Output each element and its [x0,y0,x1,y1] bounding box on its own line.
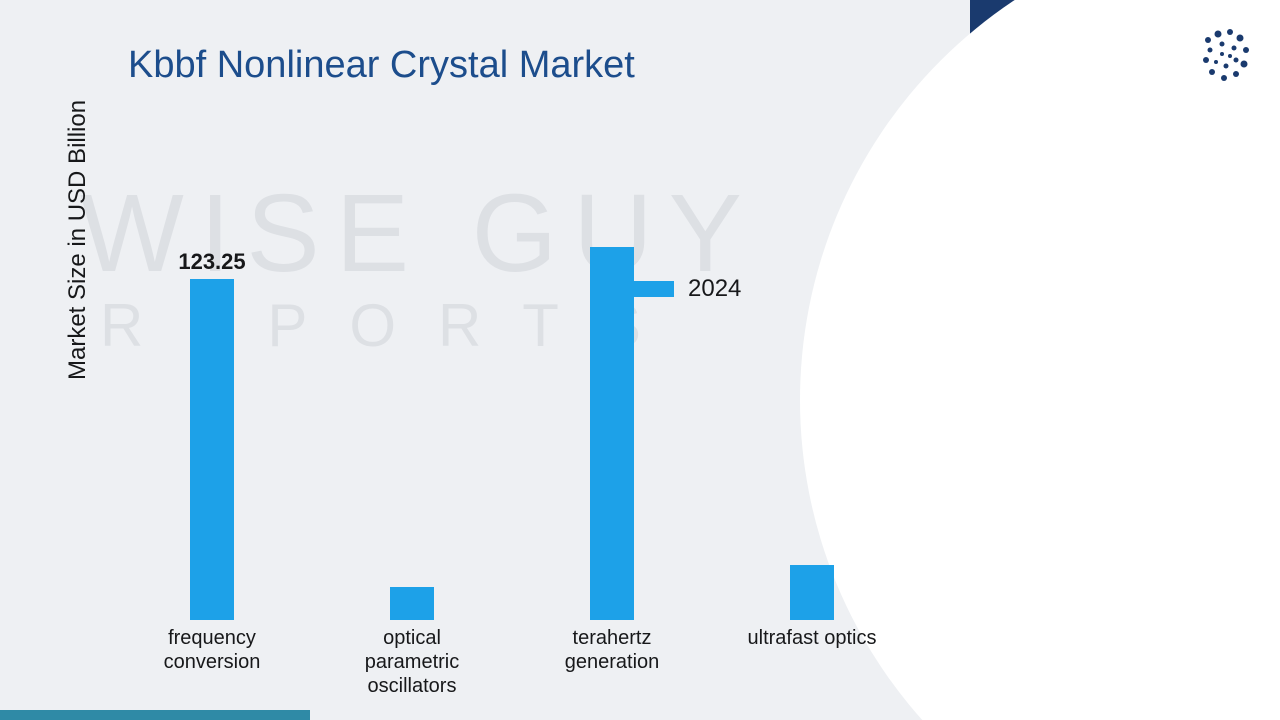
teal-bottom-sliver [0,710,310,720]
bar [390,587,434,620]
chart-canvas: WISE GUY REPORTS WISE GUY REPORTS Kbbf N… [0,0,1280,720]
bar [590,247,634,620]
category-label: optical parametric oscillators [342,626,482,698]
brand-logo: WISE GUY REPORTS [998,24,1258,78]
value-label: 123.25 [162,249,262,275]
category-label: terahertz generation [542,626,682,674]
logo-head-icon [1186,20,1264,106]
plot-area: frequency conversion123.25optical parame… [100,150,930,620]
bar [190,279,234,620]
category-label: frequency conversion [142,626,282,674]
category-label: ultrafast optics [742,626,882,650]
chart-title: Kbbf Nonlinear Crystal Market [128,44,635,87]
y-axis-label: Market Size in USD Billion [64,100,92,380]
bar [790,565,834,620]
